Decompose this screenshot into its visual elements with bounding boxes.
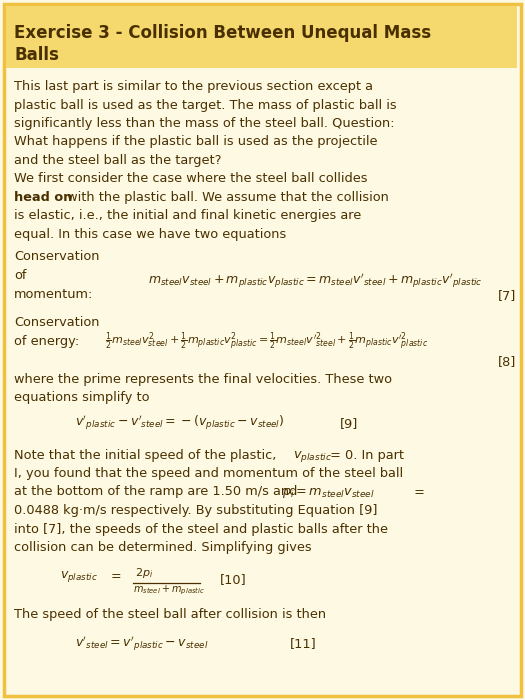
Text: head on: head on [14, 191, 72, 204]
Text: $v_{plastic}$: $v_{plastic}$ [293, 449, 332, 463]
Text: of: of [14, 269, 26, 282]
Text: [9]: [9] [340, 417, 359, 430]
Text: with the plastic ball. We assume that the collision: with the plastic ball. We assume that th… [63, 191, 389, 204]
Text: is elastic, i.e., the initial and final kinetic energies are: is elastic, i.e., the initial and final … [14, 209, 361, 223]
Text: [10]: [10] [220, 573, 247, 587]
Text: $m_{steel}+m_{plastic}$: $m_{steel}+m_{plastic}$ [133, 584, 205, 597]
Text: = 0. In part: = 0. In part [326, 449, 404, 461]
Text: equations simplify to: equations simplify to [14, 391, 150, 405]
Text: significantly less than the mass of the steel ball. Question:: significantly less than the mass of the … [14, 117, 395, 130]
Text: where the prime represents the final velocities. These two: where the prime represents the final vel… [14, 373, 392, 386]
Text: I, you found that the speed and momentum of the steel ball: I, you found that the speed and momentum… [14, 467, 403, 480]
Text: $v'_{plastic} - v'_{steel} = -(v_{plastic} - v_{steel})$: $v'_{plastic} - v'_{steel} = -(v_{plasti… [75, 414, 285, 433]
Text: =: = [107, 570, 125, 582]
Text: What happens if the plastic ball is used as the projectile: What happens if the plastic ball is used… [14, 136, 377, 148]
Text: Conservation: Conservation [14, 316, 100, 329]
Text: $v'_{steel} = v'_{plastic} - v_{steel}$: $v'_{steel} = v'_{plastic} - v_{steel}$ [75, 634, 208, 653]
Text: at the bottom of the ramp are 1.50 m/s and: at the bottom of the ramp are 1.50 m/s a… [14, 486, 301, 498]
Text: Balls: Balls [14, 46, 59, 64]
Text: of energy:: of energy: [14, 335, 79, 347]
Text: into [7], the speeds of the steel and plastic balls after the: into [7], the speeds of the steel and pl… [14, 522, 388, 536]
FancyBboxPatch shape [4, 4, 521, 696]
Text: equal. In this case we have two equations: equal. In this case we have two equation… [14, 228, 286, 241]
Text: momentum:: momentum: [14, 288, 93, 300]
Bar [6, 6, 517, 68]
Text: The speed of the steel ball after collision is then: The speed of the steel ball after collis… [14, 608, 326, 621]
Text: and the steel ball as the target?: and the steel ball as the target? [14, 154, 222, 167]
Text: This last part is similar to the previous section except a: This last part is similar to the previou… [14, 80, 373, 93]
Text: [8]: [8] [498, 355, 517, 368]
Text: [11]: [11] [290, 638, 317, 650]
Text: $p_i = m_{steel}v_{steel}$: $p_i = m_{steel}v_{steel}$ [282, 486, 375, 500]
Text: =: = [410, 486, 425, 498]
Text: Note that the initial speed of the plastic,: Note that the initial speed of the plast… [14, 449, 280, 461]
Text: $2p_i$: $2p_i$ [135, 566, 153, 580]
Text: 0.0488 kg·m/s respectively. By substituting Equation [9]: 0.0488 kg·m/s respectively. By substitut… [14, 504, 377, 517]
Text: Exercise 3 - Collision Between Unequal Mass: Exercise 3 - Collision Between Unequal M… [14, 24, 431, 42]
Text: plastic ball is used as the target. The mass of plastic ball is: plastic ball is used as the target. The … [14, 99, 396, 111]
Text: [7]: [7] [498, 290, 517, 302]
Text: $v_{plastic}$: $v_{plastic}$ [60, 570, 98, 584]
Text: Conservation: Conservation [14, 251, 100, 263]
Text: $\frac{1}{2}m_{steel}v^2_{steel} + \frac{1}{2}m_{plastic}v^2_{plastic} = \frac{1: $\frac{1}{2}m_{steel}v^2_{steel} + \frac… [105, 330, 428, 354]
Text: We first consider the case where the steel ball collides: We first consider the case where the ste… [14, 172, 368, 186]
Text: collision can be determined. Simplifying gives: collision can be determined. Simplifying… [14, 541, 312, 554]
Text: $m_{steel}v_{steel} + m_{plastic}v_{plastic} = m_{steel}v'_{steel} + m_{plastic}: $m_{steel}v_{steel} + m_{plastic}v_{plas… [148, 271, 482, 290]
